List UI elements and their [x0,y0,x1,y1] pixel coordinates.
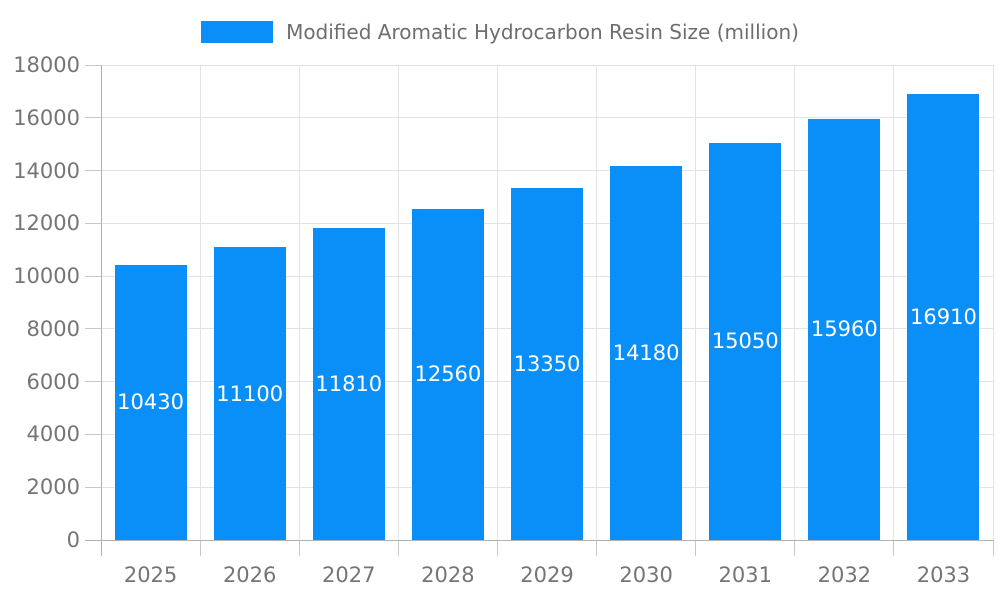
h-gridline [101,117,993,119]
y-axis-label: 12000 [13,211,80,236]
y-axis-tick [85,64,101,66]
v-gridline [199,65,201,540]
y-axis-tick [85,381,101,383]
chart-legend[interactable]: Modified Aromatic Hydrocarbon Resin Size… [0,18,1000,46]
y-axis-label: 0 [66,528,80,552]
bar-2025[interactable]: 10430 [114,264,187,540]
legend-swatch [201,21,274,43]
bar-2029[interactable]: 13350 [511,187,583,540]
v-gridline [496,65,498,540]
bar-value-label: 15050 [711,329,779,354]
x-axis-label: 2027 [322,563,376,587]
bar-2033[interactable]: 16910 [907,93,980,540]
x-axis-tick [596,540,598,556]
h-gridline [101,170,993,172]
y-axis-label: 10000 [13,264,80,289]
y-axis-tick [85,222,101,224]
bar-value-label: 14180 [612,340,680,365]
x-axis-tick [397,540,399,556]
x-axis-tick [496,540,498,556]
y-axis-tick [85,328,101,330]
y-axis-tick [85,117,101,119]
bar-value-label: 12560 [414,362,482,387]
x-axis-label: 2025 [123,563,178,587]
y-axis-label: 14000 [13,158,80,183]
y-axis-tick [85,170,101,172]
bar-2027[interactable]: 11810 [312,228,385,540]
v-gridline [992,65,994,540]
v-gridline [397,65,399,540]
x-axis-line [85,539,993,541]
bar-value-label: 10430 [117,390,184,415]
bar-2030[interactable]: 14180 [610,165,683,540]
x-axis-label: 2032 [817,563,872,587]
y-axis-label: 16000 [13,105,80,130]
x-axis-tick [298,540,300,556]
y-axis-line [100,65,102,556]
v-gridline [893,65,895,540]
bar-value-label: 15960 [810,317,878,342]
y-axis-tick [85,275,101,277]
y-axis-label: 4000 [26,422,80,447]
bar-value-label: 11100 [216,381,284,406]
y-axis-tick [85,433,101,435]
x-axis-label: 2033 [916,563,971,587]
x-axis-tick [199,540,201,556]
legend-label: Modified Aromatic Hydrocarbon Resin Size… [286,20,799,44]
y-axis-tick [85,486,101,488]
x-axis-label: 2029 [520,563,574,587]
bar-value-label: 13350 [513,351,581,376]
y-axis-label: 18000 [13,53,80,77]
bar-2031[interactable]: 15050 [709,142,782,540]
x-axis-label: 2031 [718,563,772,587]
bar-2032[interactable]: 15960 [808,118,881,540]
bar-2026[interactable]: 11100 [213,247,286,540]
x-axis-tick [992,540,994,556]
v-gridline [596,65,598,540]
y-axis-label: 2000 [26,475,80,500]
v-gridline [695,65,697,540]
h-gridline [101,64,993,66]
x-axis-tick [695,540,697,556]
bar-value-label: 11810 [315,372,383,397]
x-axis-tick [893,540,895,556]
y-axis-label: 6000 [26,369,80,394]
v-gridline [794,65,796,540]
v-gridline [298,65,300,540]
bar-2028[interactable]: 12560 [411,208,484,540]
x-axis-tick [794,540,796,556]
x-axis-label: 2026 [222,563,277,587]
x-axis-label: 2028 [421,563,475,587]
bar-value-label: 16910 [910,304,977,329]
y-axis-label: 8000 [26,316,80,341]
x-axis-label: 2030 [619,563,673,587]
